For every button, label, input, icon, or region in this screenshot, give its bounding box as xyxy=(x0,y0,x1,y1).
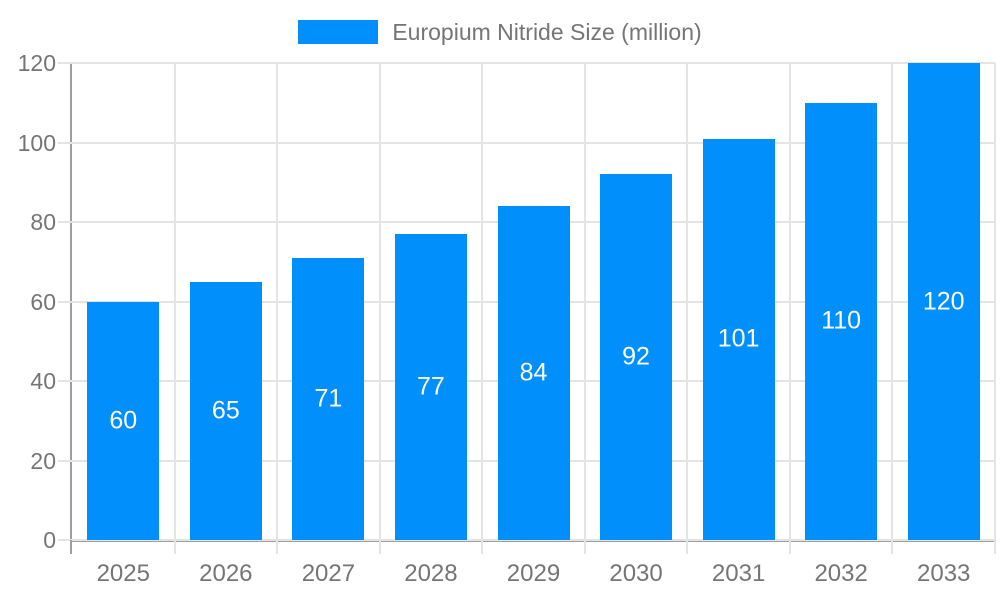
x-axis-tick-label: 2030 xyxy=(609,560,663,587)
y-axis-tick-label: 80 xyxy=(30,209,56,235)
x-gridline xyxy=(276,63,279,554)
y-gridline xyxy=(58,62,995,64)
bar-2030[interactable]: 92 xyxy=(600,174,673,540)
plot-area: 60 65 71 77 84 92 101 110 120 xyxy=(58,62,996,554)
x-axis-tick-label: 2032 xyxy=(814,560,868,587)
bar-value-label: 110 xyxy=(821,306,862,335)
x-gridline xyxy=(891,63,894,554)
x-axis-tick-label: 2028 xyxy=(404,560,458,587)
x-axis-zero-tick xyxy=(70,540,72,554)
x-axis-tick-label: 2029 xyxy=(506,560,561,587)
bar-2027[interactable]: 71 xyxy=(292,257,365,540)
legend[interactable]: Europium Nitride Size (million) xyxy=(0,12,1000,52)
bar-value-label: 92 xyxy=(622,342,650,371)
bar-2026[interactable]: 65 xyxy=(189,281,262,540)
x-axis-tick-label: 2026 xyxy=(199,560,253,587)
bar-value-label: 60 xyxy=(109,406,138,435)
bar-2025[interactable]: 60 xyxy=(87,301,160,540)
y-gridline xyxy=(58,539,995,541)
x-gridline xyxy=(788,63,791,554)
x-axis-tick-label: 2025 xyxy=(96,560,150,587)
bar-2033[interactable]: 120 xyxy=(907,63,980,540)
y-axis-tick-label: 100 xyxy=(17,129,56,156)
bar-value-label: 71 xyxy=(314,384,343,413)
x-axis-tick-label: 2031 xyxy=(711,560,766,587)
y-axis-tick-label: 40 xyxy=(30,368,56,394)
x-axis-tick-label: 2033 xyxy=(917,560,971,587)
y-axis-tick-label: 20 xyxy=(30,447,56,474)
bar-value-label: 77 xyxy=(417,372,445,401)
bar-2029[interactable]: 84 xyxy=(497,206,570,540)
x-gridline xyxy=(583,63,586,554)
x-gridline xyxy=(378,63,381,554)
bar-value-label: 84 xyxy=(519,358,548,387)
y-axis-tick-label: 0 xyxy=(43,527,56,553)
legend-label: Europium Nitride Size (million) xyxy=(392,18,702,45)
x-axis-tick-label: 2027 xyxy=(301,560,356,587)
x-gridline xyxy=(481,63,484,554)
bar-2032[interactable]: 110 xyxy=(805,102,878,540)
bar-value-label: 65 xyxy=(211,396,240,425)
legend-swatch-icon xyxy=(298,20,379,44)
bar-value-label: 101 xyxy=(717,324,760,353)
x-gridline xyxy=(173,63,176,554)
bar-2028[interactable]: 77 xyxy=(394,233,467,540)
y-gridline xyxy=(58,141,995,144)
y-axis-tick-label: 120 xyxy=(17,50,56,76)
x-gridline xyxy=(686,63,689,554)
y-axis-tick-label: 60 xyxy=(30,288,56,315)
bar-2031[interactable]: 101 xyxy=(702,138,775,540)
x-gridline xyxy=(994,63,996,554)
bar-value-label: 120 xyxy=(922,287,965,315)
